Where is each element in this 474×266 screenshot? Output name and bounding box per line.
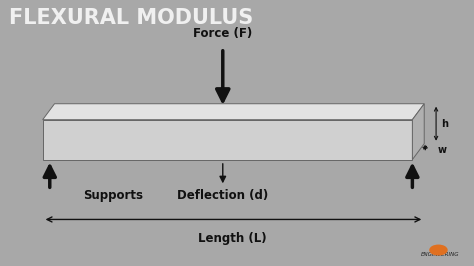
Text: Deflection (d): Deflection (d) — [177, 189, 268, 202]
Text: w: w — [438, 145, 447, 155]
Text: Length (L): Length (L) — [198, 232, 266, 244]
Polygon shape — [43, 104, 424, 120]
Text: ENGINEERING: ENGINEERING — [421, 252, 460, 257]
Polygon shape — [412, 104, 424, 160]
Text: Supports: Supports — [83, 189, 143, 202]
Polygon shape — [43, 120, 412, 160]
Text: Force (F): Force (F) — [193, 27, 252, 40]
Circle shape — [430, 245, 447, 255]
Text: h: h — [441, 119, 448, 129]
Text: FLEXURAL MODULUS: FLEXURAL MODULUS — [9, 8, 254, 28]
